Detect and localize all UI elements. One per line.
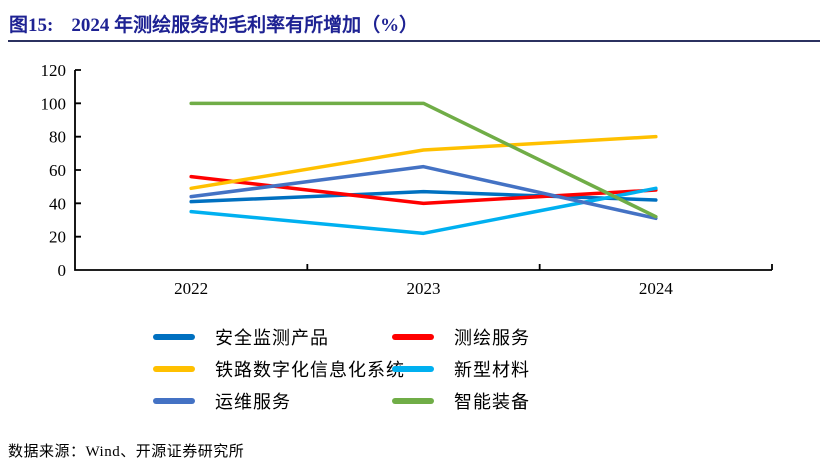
legend-label: 智能装备: [454, 392, 530, 412]
legend-label: 铁路数字化信息化系统: [215, 360, 405, 380]
title-divider: [8, 40, 820, 42]
legend-label: 新型材料: [454, 360, 530, 380]
legend-swatch-icon: [392, 334, 434, 340]
figure-header: 图15: 2024 年测绘服务的毛利率有所增加（%）: [9, 10, 819, 37]
y-axis-tick-label: 80: [49, 128, 66, 147]
legend-item: 安全监测产品: [153, 324, 392, 350]
legend-swatch-icon: [392, 398, 434, 404]
legend-swatch-icon: [392, 366, 434, 372]
y-axis-tick-label: 0: [58, 261, 67, 280]
series-line: [189, 134, 658, 191]
legend-swatch-icon: [153, 398, 195, 404]
legend-label: 运维服务: [215, 392, 291, 412]
figure-number-label: 图15:: [9, 15, 54, 36]
figure-title: 2024 年测绘服务的毛利率有所增加（%）: [71, 15, 419, 36]
legend-item: 智能装备: [392, 388, 631, 414]
legend-item: 铁路数字化信息化系统: [153, 356, 404, 382]
legend-item: 测绘服务: [392, 324, 631, 350]
series-line: [189, 101, 658, 219]
legend-label: 测绘服务: [454, 328, 530, 348]
line-chart: 0 20 40 60 80 100 120 2022 2023 2024: [41, 61, 773, 298]
legend-swatch-icon: [153, 366, 195, 372]
y-axis-tick-label: 40: [49, 194, 66, 213]
series-line: [189, 189, 658, 204]
legend-item: 新型材料: [392, 356, 631, 382]
legend-item: 运维服务: [153, 388, 392, 414]
x-axis-tick-label: 2022: [174, 279, 208, 298]
legend-label: 安全监测产品: [215, 328, 329, 348]
series-line: [189, 186, 658, 236]
x-axis-tick-label: 2024: [639, 279, 674, 298]
y-axis-tick-label: 100: [41, 94, 67, 113]
legend-swatch-icon: [153, 334, 195, 340]
y-axis-tick-label: 120: [41, 61, 67, 80]
chart-axes: [74, 69, 773, 271]
chart-legend: 安全监测产品 测绘服务铁路数字化信息化系统 新型材料运维服务 智能装备: [153, 321, 631, 417]
y-axis-tick-label: 20: [49, 228, 66, 247]
y-axis-tick-label: 60: [49, 161, 66, 180]
data-source: 数据来源：Wind、开源证券研究所: [8, 444, 245, 460]
x-axis-tick-label: 2023: [407, 279, 441, 298]
series-line: [189, 164, 658, 221]
